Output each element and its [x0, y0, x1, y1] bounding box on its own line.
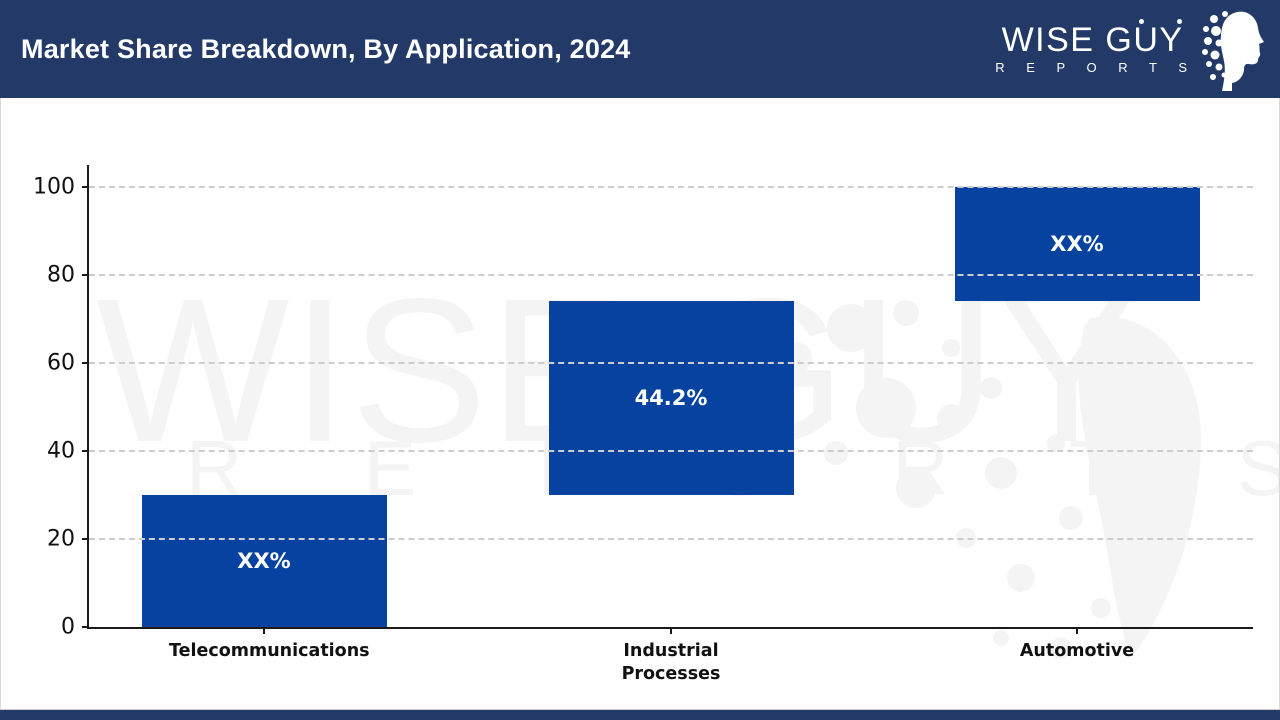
head-profile-icon [1202, 11, 1264, 91]
y-axis-tick-label: 100 [33, 174, 75, 200]
x-axis-label: Automotive [1019, 641, 1135, 661]
footer-bar [0, 710, 1280, 720]
y-gridline [89, 186, 1253, 188]
bar-telecommunications [141, 495, 387, 627]
y-axis-line [87, 165, 89, 629]
bar-industrial-processes [548, 300, 794, 495]
y-axis-tick-label: 80 [47, 262, 75, 288]
y-gridline [89, 450, 1253, 452]
page-title: Market Share Breakdown, By Application, … [21, 33, 631, 64]
x-axis-tick [263, 627, 265, 634]
header-bar: Market Share Breakdown, By Application, … [0, 0, 1280, 98]
footer-divider [0, 709, 1280, 710]
bar-value-label: XX% [237, 549, 291, 573]
y-axis-tick-label: 60 [47, 350, 75, 376]
y-axis-tick [82, 538, 89, 540]
x-axis-label: Industrial Processes [621, 641, 721, 684]
y-axis-tick [82, 274, 89, 276]
y-axis-tick [82, 626, 89, 628]
brand-logo: WISE GUY R E P O R T S [989, 7, 1280, 91]
x-axis-tick [1076, 627, 1078, 634]
chart-area: WISE GUY R E P O R T S 020406080100XX%44… [0, 98, 1280, 710]
y-axis-tick-label: 40 [47, 438, 75, 464]
y-gridline [89, 274, 1253, 276]
y-axis-tick [82, 450, 89, 452]
y-axis-tick [82, 362, 89, 364]
x-axis-tick [670, 627, 672, 634]
bar-automotive [954, 187, 1200, 301]
y-gridline [89, 538, 1253, 540]
y-gridline [89, 362, 1253, 364]
y-axis-tick-label: 0 [61, 614, 75, 640]
brand-name: WISE GUY [1001, 21, 1184, 59]
logo-dot-icon [1177, 19, 1182, 24]
x-axis-line [87, 627, 1253, 629]
y-axis-tick [82, 186, 89, 188]
y-axis-tick-label: 20 [47, 526, 75, 552]
logo-dot-icon [1139, 19, 1144, 24]
brand-subname: R E P O R T S [995, 60, 1196, 75]
x-axis-label: Telecommunications [169, 641, 370, 661]
brand-logo-text: WISE GUY R E P O R T S [989, 19, 1196, 75]
bar-value-label: XX% [1050, 231, 1104, 256]
bar-value-label: 44.2% [634, 385, 708, 410]
